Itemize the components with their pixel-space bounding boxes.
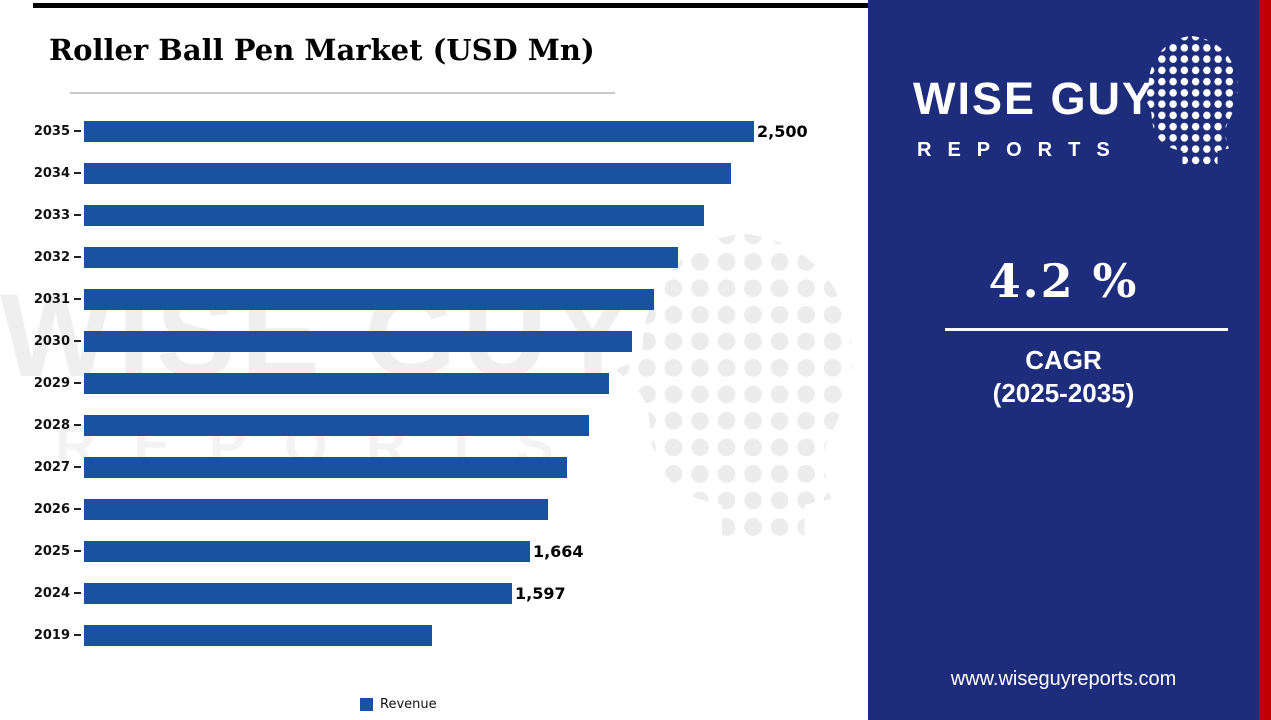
axis-tick [74, 298, 81, 300]
side-panel: WISE GUY REPORTS 4.2 % CAGR (2025-2035) … [868, 0, 1259, 720]
axis-tick [74, 592, 81, 594]
bar-row-2027: 2027 [20, 446, 855, 488]
axis-tick [74, 634, 81, 636]
value-label-2035: 2,500 [757, 121, 808, 141]
year-tick-label: 2026 [33, 501, 70, 517]
bar-2029 [84, 372, 609, 394]
bar-row-2033: 2033 [20, 194, 855, 236]
website-url: www.wiseguyreports.com [950, 668, 1177, 690]
chart-panel: Roller Ball Pen Market (USD Mn) WISE GUY… [0, 3, 868, 712]
bar-track [84, 456, 855, 478]
bar-row-2030: 2030 [20, 320, 855, 362]
value-label-2024: 1,597 [514, 583, 566, 603]
year-tick-label: 2028 [33, 417, 70, 433]
wiseguy-logo: WISE GUY REPORTS [913, 36, 1248, 195]
bar-track: 1,664 [84, 540, 855, 562]
bar-track [84, 330, 855, 352]
watermark-head-icon [616, 233, 852, 541]
bar-row-2024: 2024 1,597 [20, 572, 855, 614]
year-tick-label: 2024 [33, 585, 70, 601]
bar-2034 [84, 162, 731, 184]
year-tick-label: 2033 [33, 207, 70, 223]
logo-subtitle: REPORTS [917, 139, 1126, 161]
axis-tick [74, 424, 81, 426]
year-tick-label: 2029 [33, 375, 70, 391]
bar-row-2032: 2032 [20, 236, 855, 278]
bar-2035 [84, 120, 754, 142]
axis-tick [74, 466, 81, 468]
year-tick-label: 2031 [33, 291, 70, 307]
cagr-label: CAGR (2025-2035) [868, 344, 1259, 409]
bar-track [84, 246, 855, 268]
legend-label: Revenue [380, 697, 437, 712]
year-tick-label: 2027 [33, 459, 70, 475]
axis-tick [74, 130, 81, 132]
axis-tick [74, 550, 81, 552]
bar-row-2029: 2029 [20, 362, 855, 404]
bar-track [84, 498, 855, 520]
bar-2031 [84, 288, 655, 310]
axis-tick [74, 214, 81, 216]
bar-2024 [84, 582, 512, 604]
bar-track [84, 372, 855, 394]
bar-2027 [84, 456, 568, 478]
bar-2030 [84, 330, 633, 352]
bar-2026 [84, 498, 549, 520]
value-label-2025: 1,664 [532, 541, 584, 561]
bar-row-2028: 2028 [20, 404, 855, 446]
bar-row-2026: 2026 [20, 488, 855, 530]
cagr-label-line1: CAGR [1025, 345, 1102, 375]
bar-track [84, 624, 855, 646]
top-border-line [33, 3, 868, 8]
year-tick-label: 2034 [33, 165, 70, 181]
axis-tick [74, 508, 81, 510]
year-tick-label: 2025 [33, 543, 70, 559]
title-underline [70, 92, 615, 94]
cagr-divider-line [945, 328, 1228, 331]
year-tick-label: 2030 [33, 333, 70, 349]
axis-tick [74, 340, 81, 342]
legend: Revenue [360, 697, 437, 712]
chart-title: Roller Ball Pen Market (USD Mn) [49, 33, 595, 67]
bar-2032 [84, 246, 678, 268]
axis-tick [74, 256, 81, 258]
bar-2019 [84, 624, 433, 646]
bar-2025 [84, 540, 530, 562]
bar-track: 1,597 [84, 582, 855, 604]
bar-chart: 2035 2,500 2034 2033 2032 2031 2030 2029 2028 202… [20, 110, 855, 656]
bar-row-2031: 2031 [20, 278, 855, 320]
bar-track [84, 162, 855, 184]
axis-tick [74, 382, 81, 384]
bar-2028 [84, 414, 590, 436]
red-edge-stripe [1259, 0, 1271, 720]
bar-row-2034: 2034 [20, 152, 855, 194]
wiseguy-head-icon [1137, 36, 1238, 166]
year-tick-label: 2019 [33, 627, 70, 643]
bar-row-2025: 2025 1,664 [20, 530, 855, 572]
bar-row-2035: 2035 2,500 [20, 110, 855, 152]
logo-title: WISE GUY [913, 73, 1155, 124]
cagr-value: 4.2 % [988, 254, 1139, 308]
bar-track [84, 288, 855, 310]
axis-tick [74, 172, 81, 174]
cagr-label-line2: (2025-2035) [992, 377, 1135, 408]
legend-swatch-revenue [360, 698, 373, 711]
bar-2033 [84, 204, 704, 226]
bar-track [84, 204, 855, 226]
bar-track: 2,500 [84, 120, 855, 142]
bar-row-2019: 2019 [20, 614, 855, 656]
year-tick-label: 2032 [33, 249, 70, 265]
year-tick-label: 2035 [33, 123, 70, 139]
bar-track [84, 414, 855, 436]
